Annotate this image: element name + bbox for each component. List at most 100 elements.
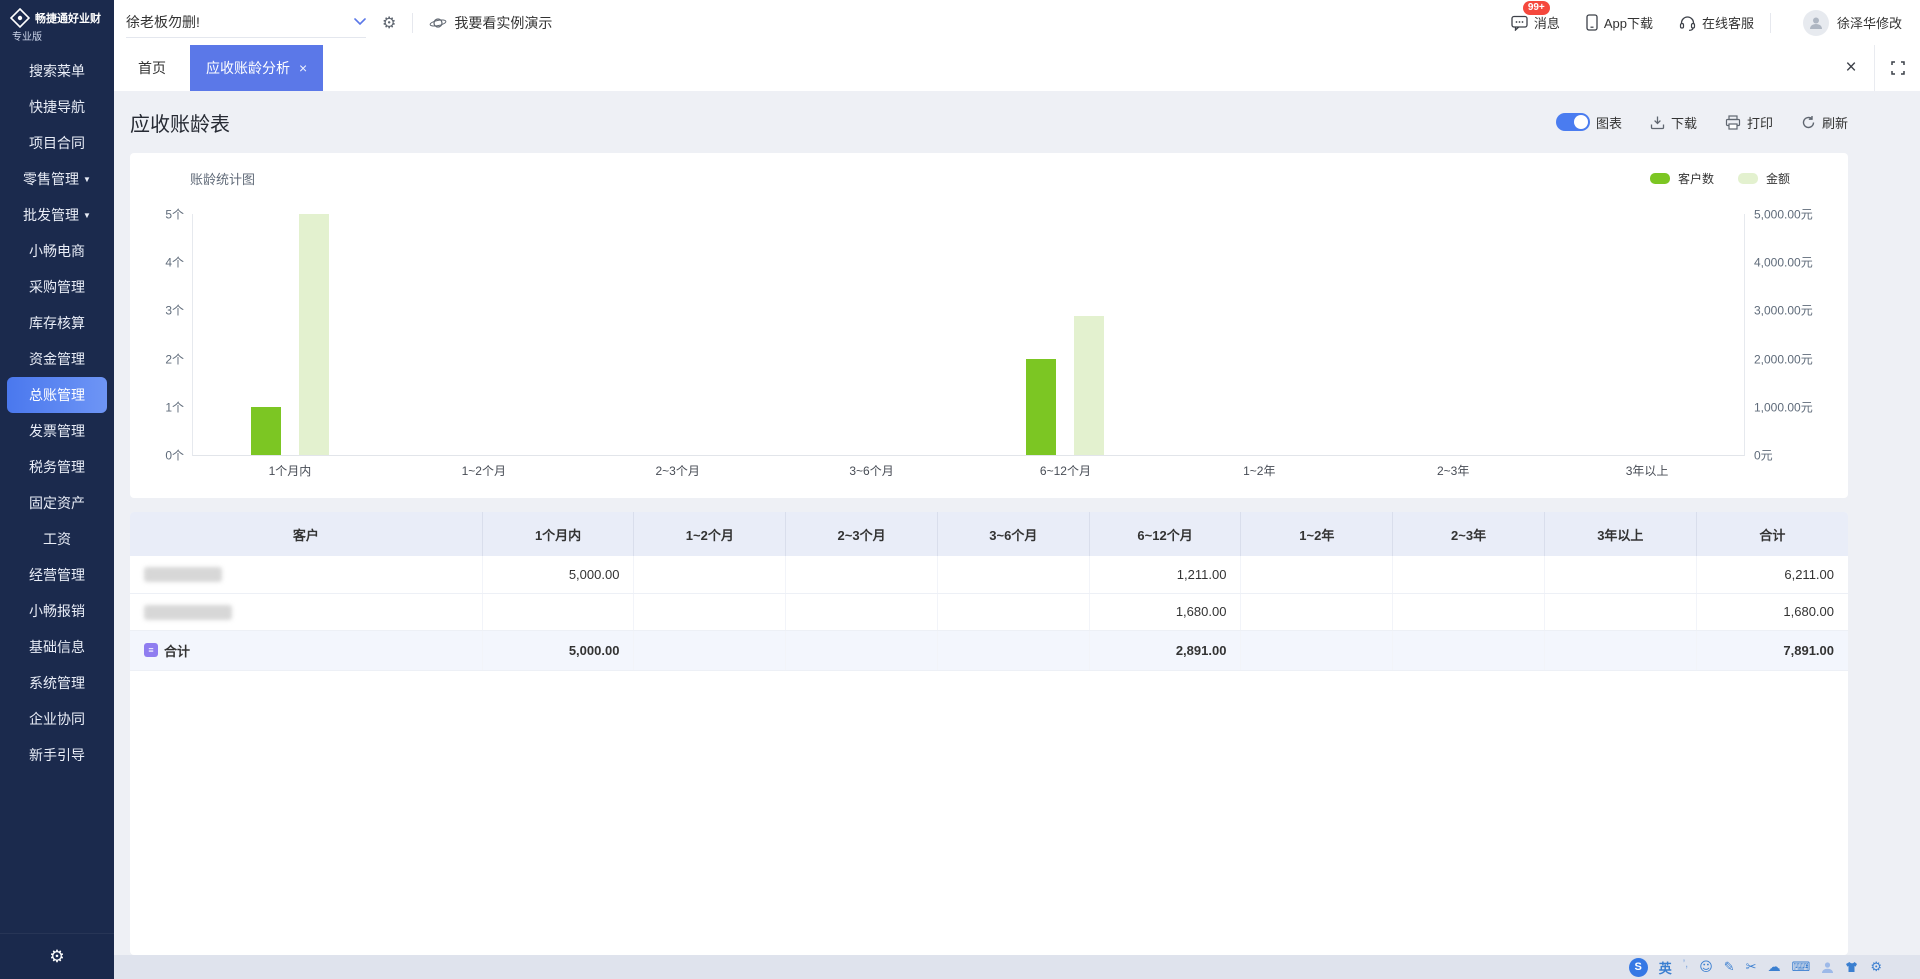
sidebar-item-新手引导[interactable]: 新手引导 bbox=[7, 737, 107, 773]
avatar bbox=[1802, 9, 1829, 36]
chart-toggle-label: 图表 bbox=[1595, 115, 1622, 131]
sidebar-item-搜索菜单[interactable]: 搜索菜单 bbox=[7, 53, 107, 89]
toolbar: 图表 下载 bbox=[1555, 113, 1848, 132]
person-icon[interactable] bbox=[1821, 961, 1834, 974]
sidebar-item-零售管理[interactable]: 零售管理 ▼ bbox=[7, 161, 107, 197]
chart-title: 账龄统计图 bbox=[190, 172, 256, 187]
gear-icon: ⚙ bbox=[49, 946, 65, 967]
toggle-knob bbox=[1573, 115, 1588, 129]
close-all-tabs-button[interactable]: × bbox=[1845, 57, 1857, 78]
sidebar-item-基础信息[interactable]: 基础信息 bbox=[7, 629, 107, 665]
value-cell bbox=[482, 593, 635, 631]
main-area: 徐老板勿删! ⚙ 我要看实例演示 bbox=[114, 0, 1920, 979]
sidebar-item-label: 项目合同 bbox=[29, 135, 85, 151]
divider bbox=[1769, 12, 1771, 33]
x-axis-label: 2~3年 bbox=[1437, 464, 1470, 478]
company-selector[interactable]: 徐老板勿删! bbox=[126, 8, 366, 38]
fullscreen-button[interactable] bbox=[1874, 45, 1920, 91]
sidebar-item-小畅电商[interactable]: 小畅电商 bbox=[7, 233, 107, 269]
sidebar-item-经营管理[interactable]: 经营管理 bbox=[7, 557, 107, 593]
sidebar-nav: 搜索菜单 快捷导航项目合同零售管理 ▼ 批发管理 ▼ 小畅电商 采购管理 库存核算资金管理总账… bbox=[0, 45, 114, 773]
sidebar-item-label: 经营管理 bbox=[29, 567, 85, 583]
sidebar-item-库存核算[interactable]: 库存核算 bbox=[7, 305, 107, 341]
download-icon bbox=[1650, 116, 1665, 129]
tab-home[interactable]: 首页 bbox=[114, 45, 190, 91]
sidebar-item-label: 小畅报销 bbox=[29, 603, 85, 619]
table-row: 1,680.00 1,680.00 bbox=[130, 593, 1848, 631]
keyboard-icon[interactable]: ⌨ bbox=[1791, 959, 1811, 975]
sidebar-item-label: 固定资产 bbox=[29, 495, 85, 511]
column-header-2~3个月: 2~3个月 bbox=[785, 512, 938, 556]
app-download-button[interactable]: App下载 bbox=[1586, 13, 1653, 32]
user-menu[interactable]: 徐泽华修改 bbox=[1802, 9, 1902, 36]
sidebar-item-税务管理[interactable]: 税务管理 bbox=[7, 449, 107, 485]
messages-button[interactable]: 消息 99+ bbox=[1511, 1, 1560, 32]
value-cell bbox=[1392, 556, 1545, 594]
chart-toggle[interactable] bbox=[1555, 113, 1590, 131]
value-cell bbox=[785, 556, 938, 594]
handwriting-pencil-icon[interactable]: ✎ bbox=[1723, 959, 1735, 975]
brand-logo-icon bbox=[10, 8, 30, 28]
emoji-icon[interactable]: ☺ bbox=[1699, 959, 1713, 975]
aging-table-card: 客户 1个月内 1~2个月 2~3个月 3~6个月 6~12个月 1~2年 2~3年 3年以上合… bbox=[130, 512, 1848, 955]
company-name: 徐老板勿删! bbox=[126, 14, 200, 30]
sidebar-item-工资[interactable]: 工资 bbox=[7, 521, 107, 557]
total-value-cell: 2,891.00 bbox=[1089, 630, 1242, 671]
sidebar-item-企业协同[interactable]: 企业协同 bbox=[7, 701, 107, 737]
print-button[interactable]: 打印 bbox=[1725, 113, 1773, 132]
y-axis-left-tick: 1个 bbox=[165, 400, 184, 415]
chat-bubble-icon bbox=[1511, 15, 1528, 31]
total-label: ≡ 合计 bbox=[144, 641, 468, 660]
online-support-button[interactable]: 在线客服 bbox=[1679, 13, 1754, 32]
sidebar-item-label: 工资 bbox=[43, 531, 71, 547]
column-header-合计: 合计 bbox=[1696, 512, 1848, 556]
topbar: 徐老板勿删! ⚙ 我要看实例演示 bbox=[114, 0, 1920, 45]
sidebar-item-小畅报销[interactable]: 小畅报销 bbox=[7, 593, 107, 629]
legend-item-客户数[interactable]: 客户数 bbox=[1649, 170, 1714, 187]
y-axis-left-tick: 0个 bbox=[165, 448, 184, 463]
sidebar-item-系统管理[interactable]: 系统管理 bbox=[7, 665, 107, 701]
refresh-icon bbox=[1802, 115, 1815, 128]
demo-link[interactable]: 我要看实例演示 bbox=[429, 13, 552, 33]
sidebar-item-资金管理[interactable]: 资金管理 bbox=[7, 341, 107, 377]
scissors-icon[interactable]: ✂ bbox=[1745, 959, 1757, 975]
y-axis-right-tick: 4,000.00元 bbox=[1754, 255, 1813, 270]
lang-indicator[interactable]: 英 bbox=[1658, 960, 1672, 976]
sidebar-item-总账管理[interactable]: 总账管理 bbox=[7, 377, 107, 413]
refresh-button[interactable]: 刷新 bbox=[1801, 113, 1848, 132]
redacted-customer-name bbox=[144, 604, 232, 620]
fullscreen-icon bbox=[1890, 61, 1905, 75]
legend-item-金额[interactable]: 金额 bbox=[1737, 170, 1790, 187]
y-axis-right-tick: 2,000.00元 bbox=[1754, 352, 1813, 367]
sidebar-item-快捷导航[interactable]: 快捷导航 bbox=[7, 89, 107, 125]
ime-gear-icon[interactable]: ⚙ bbox=[1870, 959, 1882, 975]
sidebar-item-采购管理[interactable]: 采购管理 bbox=[7, 269, 107, 305]
column-header-客户: 客户 bbox=[130, 512, 483, 556]
sidebar-item-固定资产[interactable]: 固定资产 bbox=[7, 485, 107, 521]
value-cell: 1,680.00 bbox=[1089, 593, 1242, 631]
sidebar-item-label: 资金管理 bbox=[29, 351, 85, 367]
y-axis-left-tick: 2个 bbox=[165, 352, 184, 367]
sogou-logo-icon[interactable]: S bbox=[1628, 957, 1648, 977]
print-label: 打印 bbox=[1746, 115, 1773, 131]
value-cell: 1,680.00 bbox=[1696, 593, 1848, 631]
tab-aging-analysis[interactable]: 应收账龄分析 × bbox=[190, 45, 324, 91]
sidebar-item-批发管理[interactable]: 批发管理 ▼ bbox=[7, 197, 107, 233]
sidebar-item-项目合同[interactable]: 项目合同 bbox=[7, 125, 107, 161]
messages-badge: 99+ bbox=[1522, 1, 1550, 15]
title-row: 应收账龄表 图表 下载 bbox=[130, 91, 1848, 153]
download-button[interactable]: 下载 bbox=[1650, 113, 1697, 132]
cloud-icon[interactable]: ☁ bbox=[1767, 959, 1781, 975]
headset-icon bbox=[1679, 15, 1696, 31]
punctuation-icon[interactable]: ’, bbox=[1682, 958, 1689, 970]
value-cell bbox=[785, 593, 938, 631]
sidebar-settings-button[interactable]: ⚙ bbox=[0, 933, 114, 979]
tab-close-icon[interactable]: × bbox=[299, 60, 308, 76]
chart-category-2~3年: 2~3年 bbox=[1356, 214, 1550, 478]
legend-swatch bbox=[1649, 173, 1670, 184]
printer-icon bbox=[1725, 114, 1741, 130]
skin-tshirt-icon[interactable] bbox=[1845, 961, 1859, 973]
workspace-settings-button[interactable]: ⚙ bbox=[382, 13, 396, 32]
table-header-row: 客户 1个月内 1~2个月 2~3个月 3~6个月 6~12个月 1~2年 2~3年 3年以上合… bbox=[130, 512, 1848, 556]
sidebar-item-发票管理[interactable]: 发票管理 bbox=[7, 413, 107, 449]
